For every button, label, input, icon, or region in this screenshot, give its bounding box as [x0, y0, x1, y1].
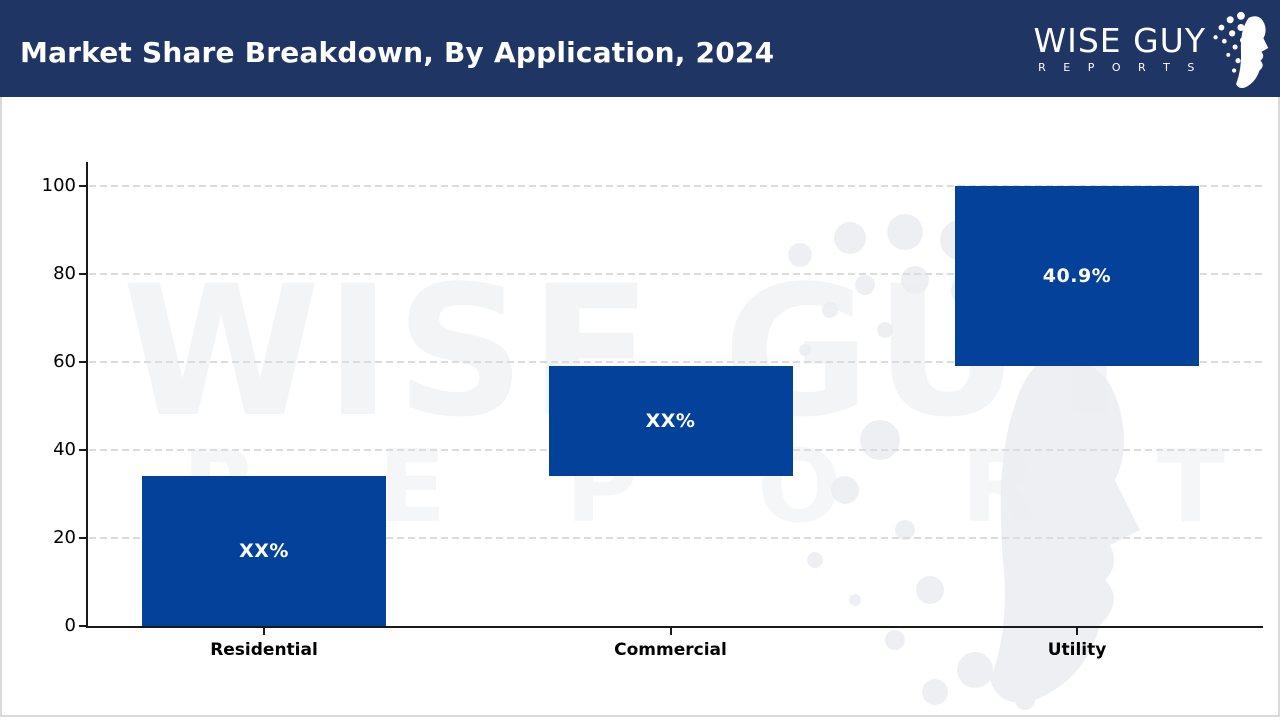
bar-utility: 40.9% [955, 186, 1199, 366]
y-gridline-20 [89, 537, 1262, 539]
x-tick-label-utility: Utility [1047, 640, 1107, 660]
x-tick-label-residential: Residential [210, 640, 318, 660]
y-tick-mark-100 [79, 185, 87, 187]
logo-tagline: R E P O R T S [1038, 61, 1202, 74]
y-tick-label-0: 0 [64, 615, 76, 636]
logo-name: WISE GUY [1033, 21, 1206, 60]
y-tick-label-100: 100 [41, 175, 76, 196]
y-tick-mark-60 [79, 361, 87, 363]
y-tick-mark-20 [79, 537, 87, 539]
bar-value-label: 40.9% [1042, 264, 1112, 287]
x-axis-spine [86, 626, 1263, 628]
bar-residential: XX% [142, 475, 386, 626]
y-tick-label-80: 80 [53, 263, 76, 284]
x-tick-mark-commercial [669, 628, 672, 635]
wise-guy-logo: WISE GUY R E P O R T S [1033, 8, 1270, 90]
x-tick-mark-utility [1076, 628, 1078, 635]
y-axis-spine [86, 162, 88, 628]
y-tick-label-20: 20 [53, 527, 76, 548]
y-tick-mark-0 [79, 625, 87, 627]
header-band: Market Share Breakdown, By Application, … [0, 0, 1280, 97]
y-tick-label-60: 60 [53, 351, 76, 372]
y-tick-mark-80 [79, 273, 87, 275]
dotted-face-icon [1213, 11, 1269, 89]
bar-value-label: XX% [645, 409, 696, 432]
x-tick-label-commercial: Commercial [614, 640, 727, 660]
body-frame [0, 97, 1280, 717]
y-gridline-100 [89, 185, 1262, 187]
bar-commercial: XX% [548, 365, 793, 476]
x-tick-mark-residential [263, 628, 265, 635]
y-tick-label-40: 40 [53, 439, 76, 460]
page-title: Market Share Breakdown, By Application, … [20, 36, 775, 69]
bar-value-label: XX% [239, 539, 289, 562]
y-tick-mark-40 [79, 449, 87, 451]
y-gridline-60 [89, 361, 1262, 363]
logo-text: WISE GUY R E P O R T S [1033, 24, 1206, 74]
y-gridline-80 [89, 273, 1262, 275]
